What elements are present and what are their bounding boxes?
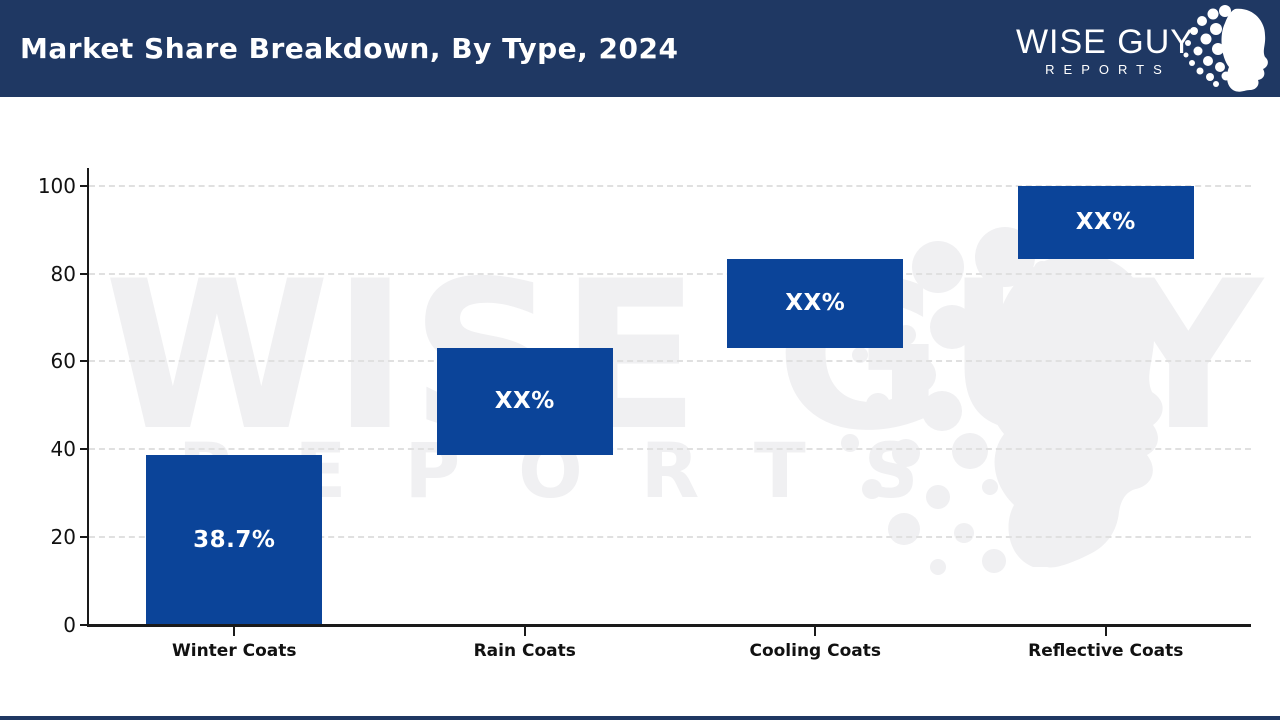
bar-winter-coats: 38.7% <box>146 454 323 625</box>
brand-face-icon <box>1183 5 1268 92</box>
brand-wordmark: WISE GUY <box>1015 22 1194 61</box>
x-tick-1 <box>523 627 526 636</box>
y-tick-20 <box>80 536 89 539</box>
y-tick-label-20: 20 <box>50 525 76 550</box>
brand-logo: WISE GUY REPORTS <box>1016 5 1272 94</box>
y-tick-100 <box>80 184 89 187</box>
y-tick-0 <box>80 624 89 626</box>
x-axis-line <box>87 624 1251 627</box>
y-tick-80 <box>80 272 89 275</box>
bar-reflective-coats: XX% <box>1017 185 1194 259</box>
bar-value-label: XX% <box>1075 209 1136 236</box>
bottom-accent-strip <box>0 716 1280 720</box>
brand-subtext: REPORTS <box>1045 61 1171 77</box>
y-tick-label-40: 40 <box>50 437 76 462</box>
header-bar: Market Share Breakdown, By Type, 2024 WI… <box>0 0 1280 97</box>
y-tick-60 <box>80 360 89 363</box>
chart-area: WISE GUY REPORTS 38.7% Winter Coats XX% Rai… <box>0 97 1280 716</box>
category-label-3: Reflective Coats <box>1028 641 1184 661</box>
gridline-80 <box>89 272 1251 275</box>
category-label-0: Winter Coats <box>171 641 297 661</box>
x-tick-2 <box>814 627 817 636</box>
y-tick-40 <box>80 448 89 451</box>
bar-rain-coats: XX% <box>436 347 613 455</box>
brand-wordmark-block: WISE GUY REPORTS <box>1016 25 1194 76</box>
bar-value-label: XX% <box>494 388 555 415</box>
x-tick-0 <box>233 627 236 636</box>
y-tick-label-0: 0 <box>63 613 76 637</box>
category-label-2: Cooling Coats <box>749 641 882 661</box>
gridline-40 <box>89 448 1251 451</box>
y-tick-label-60: 60 <box>50 349 76 374</box>
bar-value-label: 38.7% <box>193 526 276 553</box>
gridline-100 <box>89 184 1251 187</box>
page-title: Market Share Breakdown, By Type, 2024 <box>20 32 679 65</box>
y-tick-label-100: 100 <box>37 173 76 198</box>
bar-cooling-coats: XX% <box>727 258 904 348</box>
x-tick-3 <box>1104 627 1107 636</box>
y-axis-line <box>87 168 89 627</box>
gridline-20 <box>89 536 1251 539</box>
bar-value-label: XX% <box>785 290 846 317</box>
plot-region: 38.7% Winter Coats XX% Rain Coats XX% Cooling… <box>0 97 1280 716</box>
category-label-1: Rain Coats <box>473 641 576 661</box>
gridline-60 <box>89 360 1251 363</box>
y-tick-label-80: 80 <box>50 261 76 286</box>
